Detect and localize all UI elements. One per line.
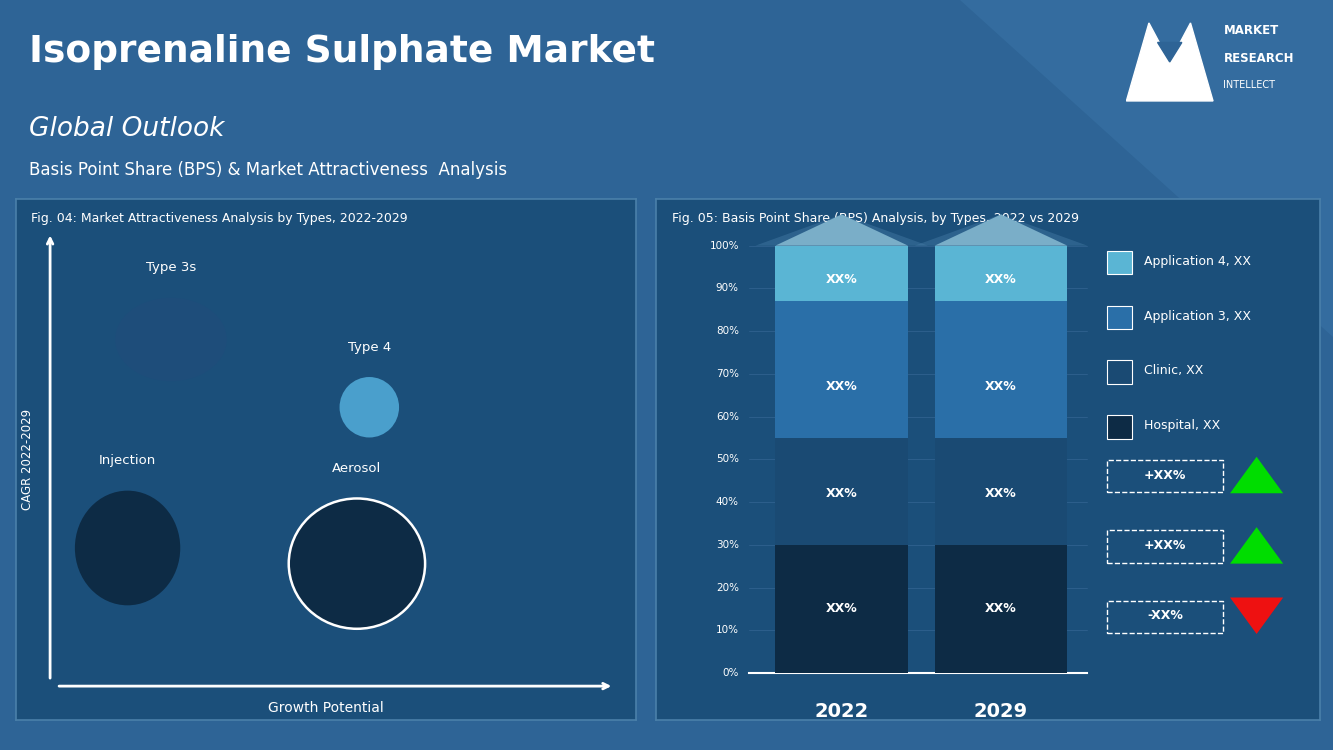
Text: Isoprenaline Sulphate Market: Isoprenaline Sulphate Market [29,34,656,70]
Bar [934,246,1068,302]
Text: 2029: 2029 [974,702,1028,721]
Text: Clinic, XX: Clinic, XX [1144,364,1204,377]
Text: XX%: XX% [985,487,1017,500]
Ellipse shape [340,377,399,437]
Text: +XX%: +XX% [1144,469,1186,482]
Text: 20%: 20% [716,583,738,592]
Polygon shape [914,214,1088,246]
Bar [1108,305,1133,329]
Text: 60%: 60% [716,412,738,422]
Text: RESEARCH: RESEARCH [1224,52,1294,64]
Text: 80%: 80% [716,326,738,336]
Text: 100%: 100% [709,241,738,250]
Text: Application 4, XX: Application 4, XX [1144,255,1250,268]
Text: 10%: 10% [716,626,738,635]
Text: 40%: 40% [716,497,738,507]
Text: XX%: XX% [826,487,857,500]
Polygon shape [934,214,1068,246]
Ellipse shape [75,490,180,605]
Bar [1108,601,1224,633]
Text: XX%: XX% [826,602,857,616]
Bar [1108,460,1224,492]
Bar [934,438,1068,544]
Bar [1108,530,1224,562]
Text: MARKET: MARKET [1224,24,1278,38]
Bar [934,302,1068,438]
Polygon shape [1157,43,1182,62]
Text: -XX%: -XX% [1148,609,1182,622]
Ellipse shape [289,499,425,628]
Polygon shape [1230,598,1284,634]
Text: Aerosol: Aerosol [332,462,381,475]
Text: Injection: Injection [99,454,156,467]
Text: XX%: XX% [826,380,857,393]
Text: Type 3s: Type 3s [145,261,196,274]
Text: XX%: XX% [826,273,857,286]
Text: Global Outlook: Global Outlook [29,116,225,142]
Bar [1108,251,1133,274]
Bar [934,544,1068,673]
Text: Growth Potential: Growth Potential [268,700,384,715]
Bar [776,246,908,302]
Text: 2022: 2022 [814,702,869,721]
Ellipse shape [115,298,227,381]
Text: 30%: 30% [716,540,738,550]
Bar [776,438,908,544]
Polygon shape [1230,527,1284,564]
Bar [1108,360,1133,384]
Text: CAGR 2022-2029: CAGR 2022-2029 [20,409,33,510]
Text: +XX%: +XX% [1144,539,1186,552]
Bar [776,544,908,673]
Text: Type 4: Type 4 [348,340,391,353]
Text: XX%: XX% [985,380,1017,393]
Text: 90%: 90% [716,284,738,293]
Bar [1108,415,1133,439]
Text: 70%: 70% [716,369,738,379]
Bar [776,302,908,438]
Polygon shape [776,214,908,246]
Text: Basis Point Share (BPS) & Market Attractiveness  Analysis: Basis Point Share (BPS) & Market Attract… [29,161,508,179]
Text: XX%: XX% [985,273,1017,286]
Polygon shape [756,214,928,246]
Text: Fig. 05: Basis Point Share (BPS) Analysis, by Types, 2022 vs 2029: Fig. 05: Basis Point Share (BPS) Analysi… [672,211,1080,225]
Text: 50%: 50% [716,454,738,464]
Polygon shape [1230,457,1284,494]
Text: 0%: 0% [722,668,738,678]
Polygon shape [1126,23,1213,101]
Text: Hospital, XX: Hospital, XX [1144,419,1220,432]
Polygon shape [960,0,1333,338]
Text: XX%: XX% [985,602,1017,616]
Text: INTELLECT: INTELLECT [1224,80,1276,90]
Text: Application 3, XX: Application 3, XX [1144,310,1250,322]
Text: Fig. 04: Market Attractiveness Analysis by Types, 2022-2029: Fig. 04: Market Attractiveness Analysis … [32,211,408,225]
